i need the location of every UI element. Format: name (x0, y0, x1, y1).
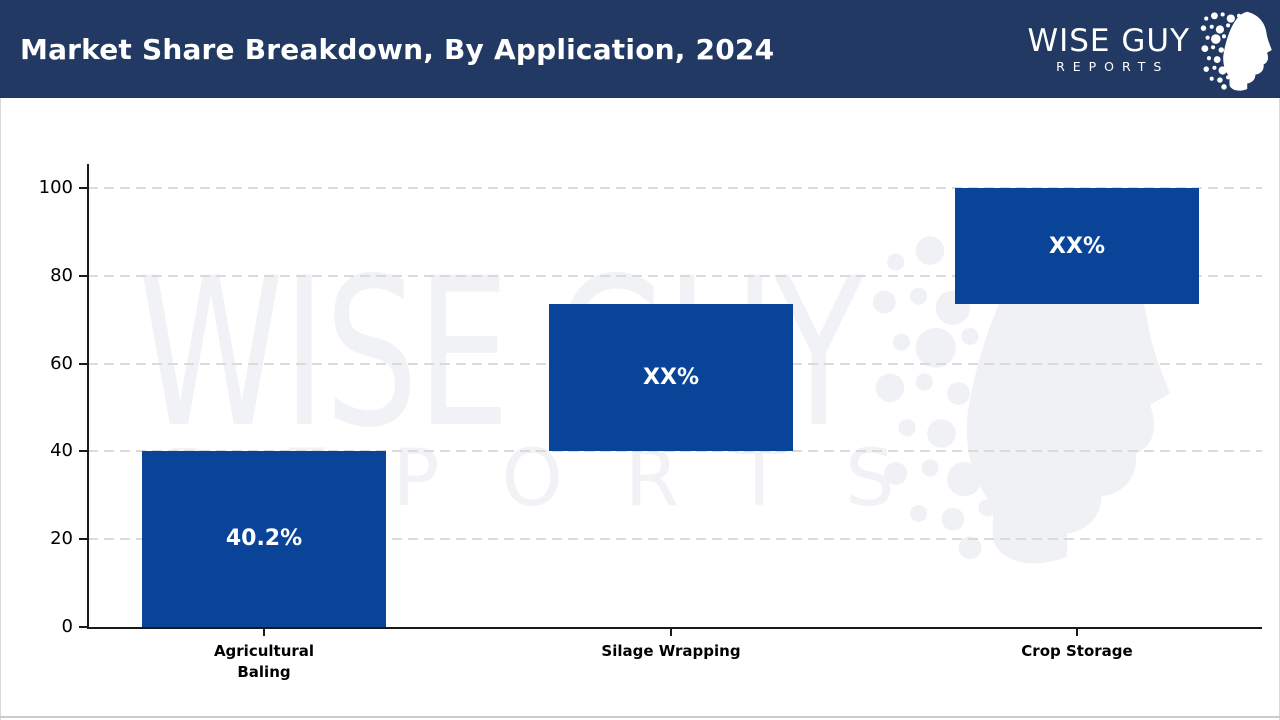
bar-segment: XX% (955, 188, 1199, 305)
y-tick (79, 362, 87, 365)
y-tick-label: 100 (38, 177, 73, 198)
x-axis-spine (87, 627, 1262, 629)
bar-value-label: XX% (1049, 233, 1105, 259)
y-tick (79, 626, 87, 628)
bar-value-label: 40.2% (225, 526, 303, 552)
gridline (88, 538, 1262, 541)
y-tick (79, 450, 87, 453)
y-axis-spine (87, 163, 89, 629)
header-bar: Market Share Breakdown, By Application, … (0, 0, 1280, 98)
y-tick-label: 60 (50, 352, 73, 374)
bottom-border (0, 716, 1280, 718)
y-tick-label: 80 (50, 264, 73, 286)
y-tick (79, 187, 87, 189)
category-label: Silage Wrapping (601, 642, 741, 660)
x-tick (263, 629, 265, 636)
wise-guy-reports-logo: WISE GUY REPORTS (1027, 4, 1272, 96)
logo-face-icon (1176, 9, 1272, 91)
logo-reports-text: REPORTS (1056, 58, 1170, 74)
logo-wordmark: WISE GUY (1027, 22, 1190, 59)
gridline (88, 187, 1262, 189)
y-tick-label: 40 (50, 440, 73, 462)
x-tick (1076, 629, 1078, 636)
category-label: Agricultural Baling (213, 642, 315, 681)
y-tick (79, 538, 87, 541)
y-tick-label: 20 (50, 528, 73, 550)
category-label: Crop Storage (1021, 642, 1133, 660)
y-tick-label: 0 (61, 616, 73, 637)
left-border (0, 98, 1, 720)
bar-segment: 40.2% (142, 450, 386, 627)
bar-segment: XX% (549, 304, 793, 451)
x-tick (670, 629, 672, 636)
gridline (88, 450, 1262, 453)
chart-title: Market Share Breakdown, By Application, … (20, 32, 775, 66)
chart-plot-area: 0 20 40 60 80 100 40.2% XX% XX% Agricultural Bali… (0, 98, 1280, 718)
bar-value-label: XX% (643, 364, 699, 390)
logo-text: WISE GUY REPORTS (1027, 25, 1190, 75)
gridline (88, 274, 1262, 277)
y-tick (79, 274, 87, 277)
